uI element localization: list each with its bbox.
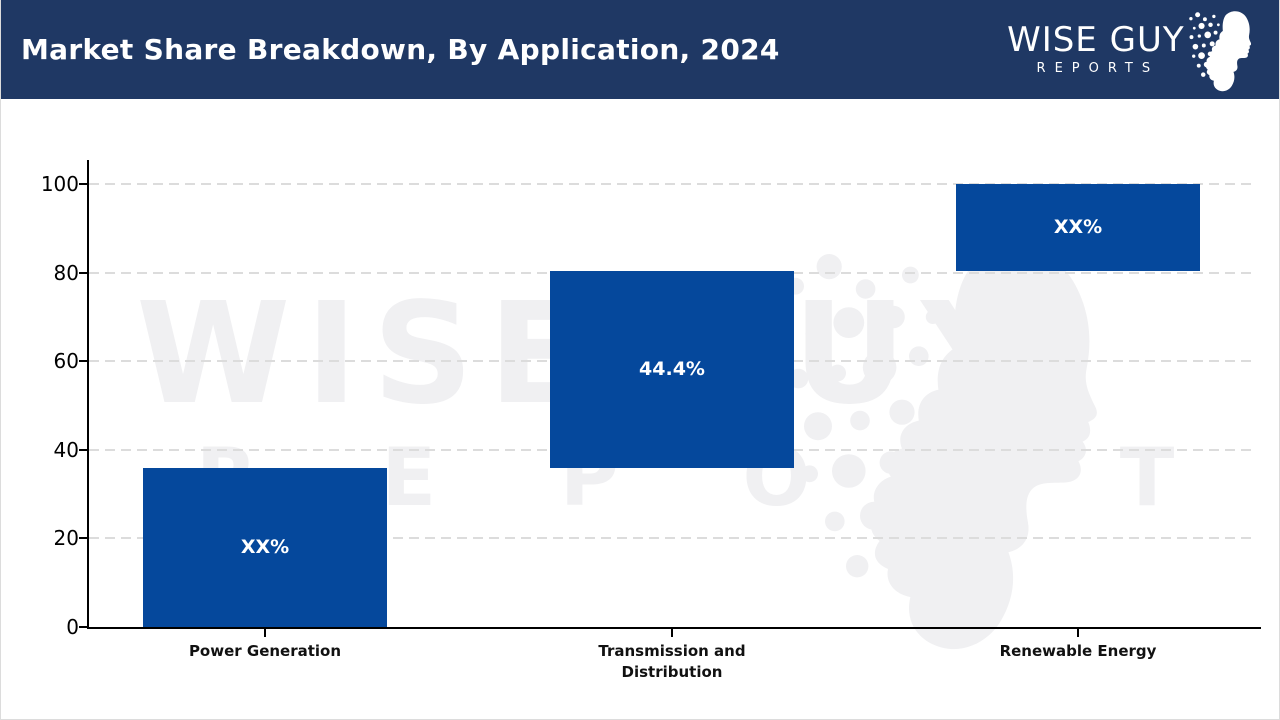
bar-value-label-transmission-and-distribution: 44.4% xyxy=(639,358,705,381)
bar-value-label-renewable-energy: XX% xyxy=(1053,216,1103,239)
y-tickmark-20 xyxy=(79,537,87,540)
bar-renewable-energy: XX% xyxy=(956,184,1200,271)
y-tick-label-80: 80 xyxy=(53,260,79,285)
logo-wiseguy-label: WISE GUY xyxy=(1007,20,1185,60)
y-tickmark-100 xyxy=(79,183,87,185)
y-tickmark-80 xyxy=(79,271,87,274)
bar-power-generation: XX% xyxy=(143,467,387,627)
logo: WISE GUY REPORTS xyxy=(1007,8,1251,92)
gridline-20 xyxy=(89,537,1254,540)
y-tick-label-40: 40 xyxy=(53,437,79,462)
y-tickmark-60 xyxy=(79,360,87,363)
header: Market Share Breakdown, By Application, … xyxy=(1,0,1279,99)
x-category-label-transmission-and-distribution: Transmission and Distribution xyxy=(598,642,746,681)
y-tick-label-0: 0 xyxy=(66,615,79,639)
y-tickmark-40 xyxy=(79,448,87,451)
x-category-label-power-generation: Power Generation xyxy=(188,642,342,660)
y-tick-label-100: 100 xyxy=(40,172,79,196)
logo-text: WISE GUY REPORTS xyxy=(1007,23,1185,76)
x-tickmark-renewable-energy xyxy=(1077,629,1079,637)
gridline-100 xyxy=(89,183,1254,185)
y-axis-line xyxy=(87,160,89,629)
bar-value-label-power-generation: XX% xyxy=(240,536,290,559)
x-tickmark-power-generation xyxy=(264,629,266,637)
y-tick-label-20: 20 xyxy=(53,526,79,551)
logo-face-icon xyxy=(1187,8,1251,92)
logo-reports-label: REPORTS xyxy=(1036,61,1160,76)
page-title: Market Share Breakdown, By Application, … xyxy=(21,33,780,66)
x-tickmark-transmission-and-distribution xyxy=(671,629,673,637)
y-tick-label-60: 60 xyxy=(53,349,79,374)
x-axis-line xyxy=(87,627,1261,629)
bar-transmission-and-distribution: 44.4% xyxy=(550,270,794,468)
x-category-label-renewable-energy: Renewable Energy xyxy=(999,642,1157,660)
y-tickmark-0 xyxy=(79,626,87,628)
